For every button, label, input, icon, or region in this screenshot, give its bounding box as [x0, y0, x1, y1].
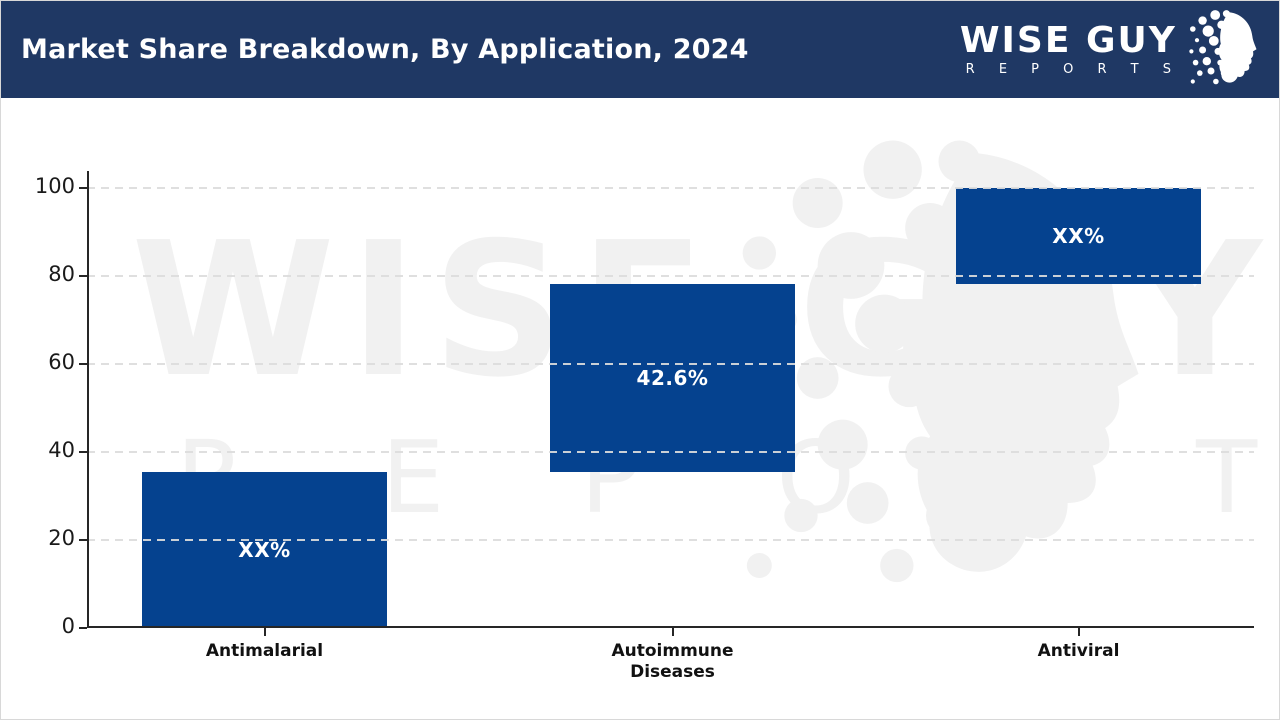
x-tick-mark — [671, 628, 674, 636]
y-tick-mark — [79, 187, 87, 189]
y-tick-label: 20 — [48, 526, 75, 550]
y-tick-label: 0 — [61, 614, 75, 638]
x-tick-mark — [263, 628, 266, 636]
bar-segment-2: 42.6% — [550, 284, 795, 472]
y-tick-mark — [79, 363, 87, 365]
y-tick-label: 40 — [48, 438, 75, 462]
y-tick-mark — [79, 275, 87, 277]
bar-value-label: XX% — [1052, 224, 1105, 249]
chart-title: Market Share Breakdown, By Application, … — [21, 34, 749, 65]
gridline — [87, 275, 1254, 277]
y-tick-label: 60 — [48, 350, 75, 374]
wise-guy-reports-logo: WISE GUY R E P O R T S — [956, 8, 1267, 92]
y-axis-spine — [87, 171, 89, 628]
x-axis-line — [87, 626, 1254, 628]
x-axis-category-label: Antiviral — [1037, 641, 1120, 661]
gridline — [87, 187, 1254, 189]
logo-secondary-text: R E P O R T S — [965, 61, 1181, 77]
header-bar: Market Share Breakdown, By Application, … — [1, 1, 1279, 98]
gridline — [87, 539, 1254, 541]
bar-segment-1: XX% — [142, 471, 387, 628]
bar-value-label: XX% — [238, 537, 291, 562]
x-tick-mark — [1077, 628, 1080, 636]
gridline — [87, 451, 1254, 453]
y-tick-mark — [79, 627, 87, 629]
bar-value-label: 42.6% — [636, 366, 709, 391]
gridline — [87, 363, 1254, 365]
y-tick-mark — [79, 451, 87, 453]
bar-segment-3: XX% — [956, 188, 1201, 285]
logo-head-icon — [1189, 9, 1257, 84]
x-axis-category-label: Autoimmune Diseases — [611, 641, 734, 682]
x-axis-category-label: Antimalarial — [205, 641, 324, 661]
logo-primary-text: WISE GUY — [959, 20, 1177, 62]
logo-text: WISE GUY R E P O R T S — [956, 22, 1181, 77]
y-tick-mark — [79, 539, 87, 541]
y-tick-label: 100 — [34, 174, 75, 198]
y-tick-label: 80 — [48, 262, 75, 286]
